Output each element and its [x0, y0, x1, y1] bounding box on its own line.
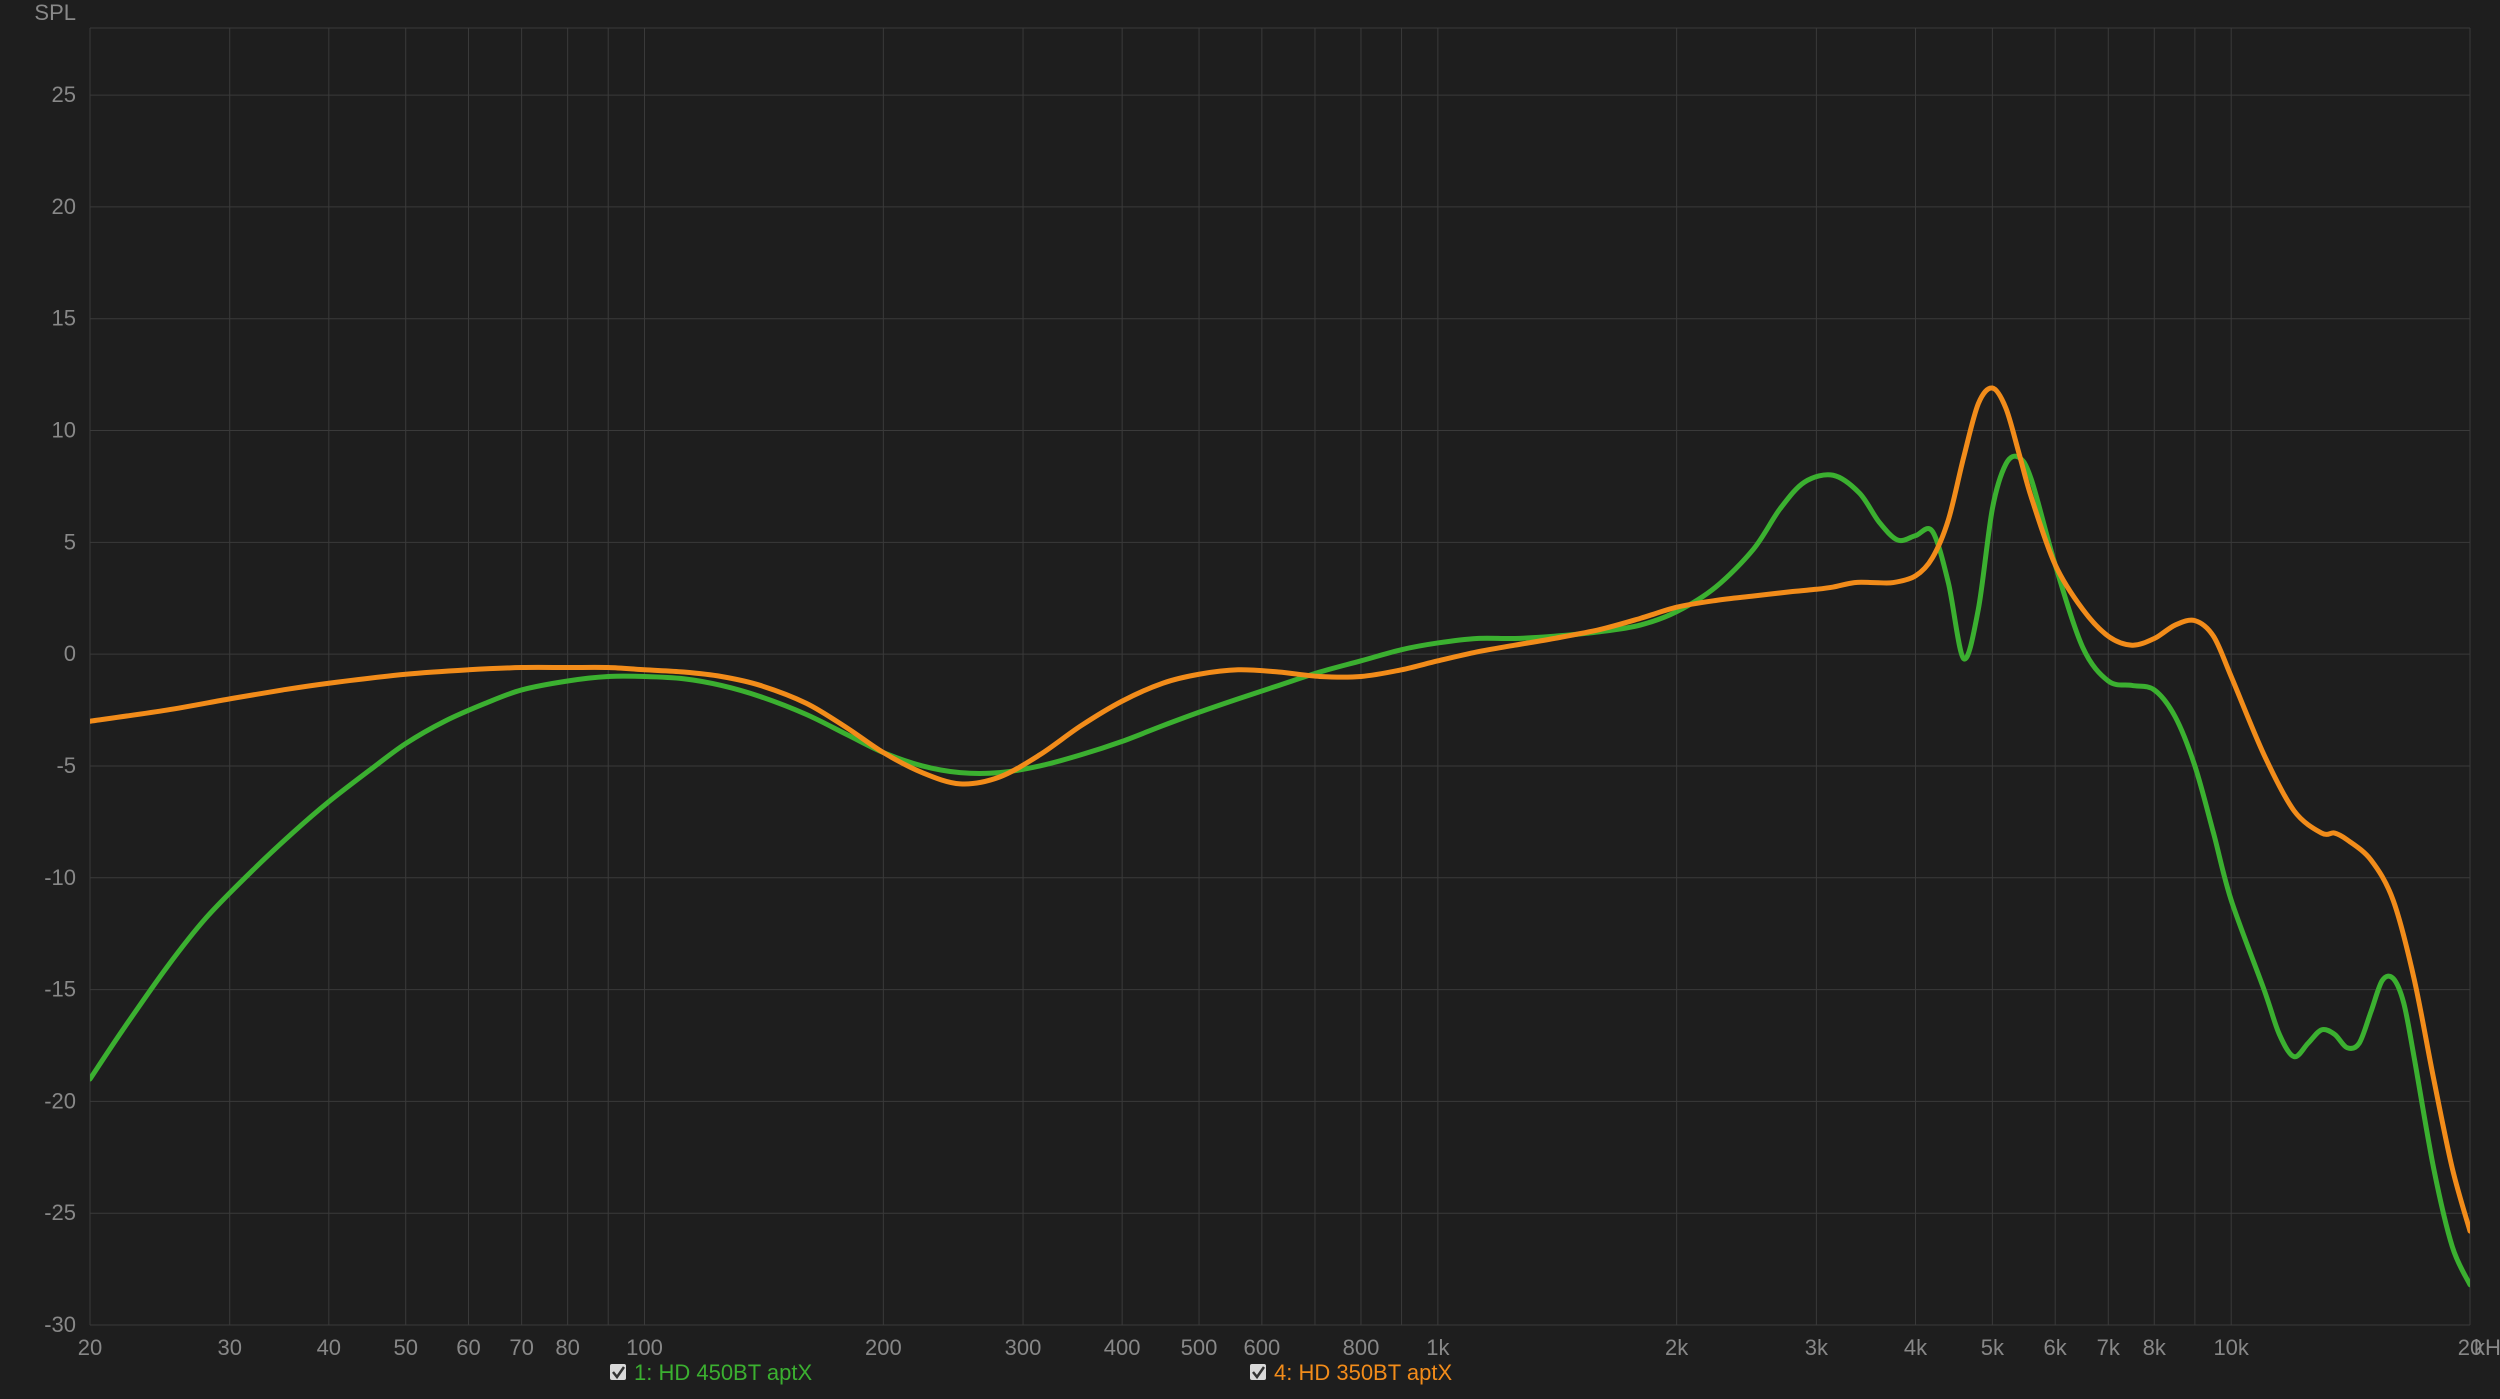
- x-tick-label: 500: [1181, 1335, 1218, 1360]
- y-tick-label: 20: [52, 194, 76, 219]
- x-tick-label: 8k: [2143, 1335, 2167, 1360]
- x-tick-label: 800: [1343, 1335, 1380, 1360]
- x-tick-label: 300: [1005, 1335, 1042, 1360]
- x-tick-label: 40: [317, 1335, 341, 1360]
- y-tick-label: 5: [64, 529, 76, 554]
- y-tick-label: -15: [44, 977, 76, 1002]
- frequency-response-chart: -30 -25 -20 -15 -10 -5 0 5 10 15 20 25 20 30 40 50 60 70 8…: [0, 0, 2500, 1399]
- x-tick-label: 30: [217, 1335, 241, 1360]
- x-tick-label: 20: [78, 1335, 102, 1360]
- x-tick-label: 50: [393, 1335, 417, 1360]
- x-axis-title: kHz: [2474, 1335, 2500, 1360]
- y-tick-label: -30: [44, 1312, 76, 1337]
- x-tick-label: 70: [509, 1335, 533, 1360]
- x-tick-label: 400: [1104, 1335, 1141, 1360]
- legend-label: 1: HD 450BT aptX: [634, 1360, 812, 1385]
- x-tick-label: 10k: [2213, 1335, 2249, 1360]
- x-tick-label: 200: [865, 1335, 902, 1360]
- x-tick-label: 600: [1243, 1335, 1280, 1360]
- x-tick-label: 2k: [1665, 1335, 1689, 1360]
- y-tick-label: 25: [52, 82, 76, 107]
- chart-svg: -30 -25 -20 -15 -10 -5 0 5 10 15 20 25 20 30 40 50 60 70 8…: [0, 0, 2500, 1399]
- x-tick-label: 6k: [2044, 1335, 2068, 1360]
- x-tick-label: 5k: [1981, 1335, 2005, 1360]
- x-tick-label: 3k: [1805, 1335, 1829, 1360]
- x-tick-label: 100: [626, 1335, 663, 1360]
- y-tick-label: 0: [64, 641, 76, 666]
- y-tick-label: -10: [44, 865, 76, 890]
- y-tick-label: -5: [56, 753, 76, 778]
- legend-item[interactable]: 1: HD 450BT aptX: [610, 1360, 812, 1385]
- y-axis-title: SPL: [34, 0, 76, 25]
- y-tick-label: 10: [52, 418, 76, 443]
- x-tick-label: 4k: [1904, 1335, 1928, 1360]
- y-tick-label: -25: [44, 1200, 76, 1225]
- x-tick-label: 1k: [1426, 1335, 1450, 1360]
- x-tick-label: 7k: [2097, 1335, 2121, 1360]
- legend-label: 4: HD 350BT aptX: [1274, 1360, 1452, 1385]
- y-tick-label: -20: [44, 1088, 76, 1113]
- x-tick-label: 80: [555, 1335, 579, 1360]
- legend-item[interactable]: 4: HD 350BT aptX: [1250, 1360, 1452, 1385]
- y-tick-label: 15: [52, 306, 76, 331]
- x-tick-label: 60: [456, 1335, 480, 1360]
